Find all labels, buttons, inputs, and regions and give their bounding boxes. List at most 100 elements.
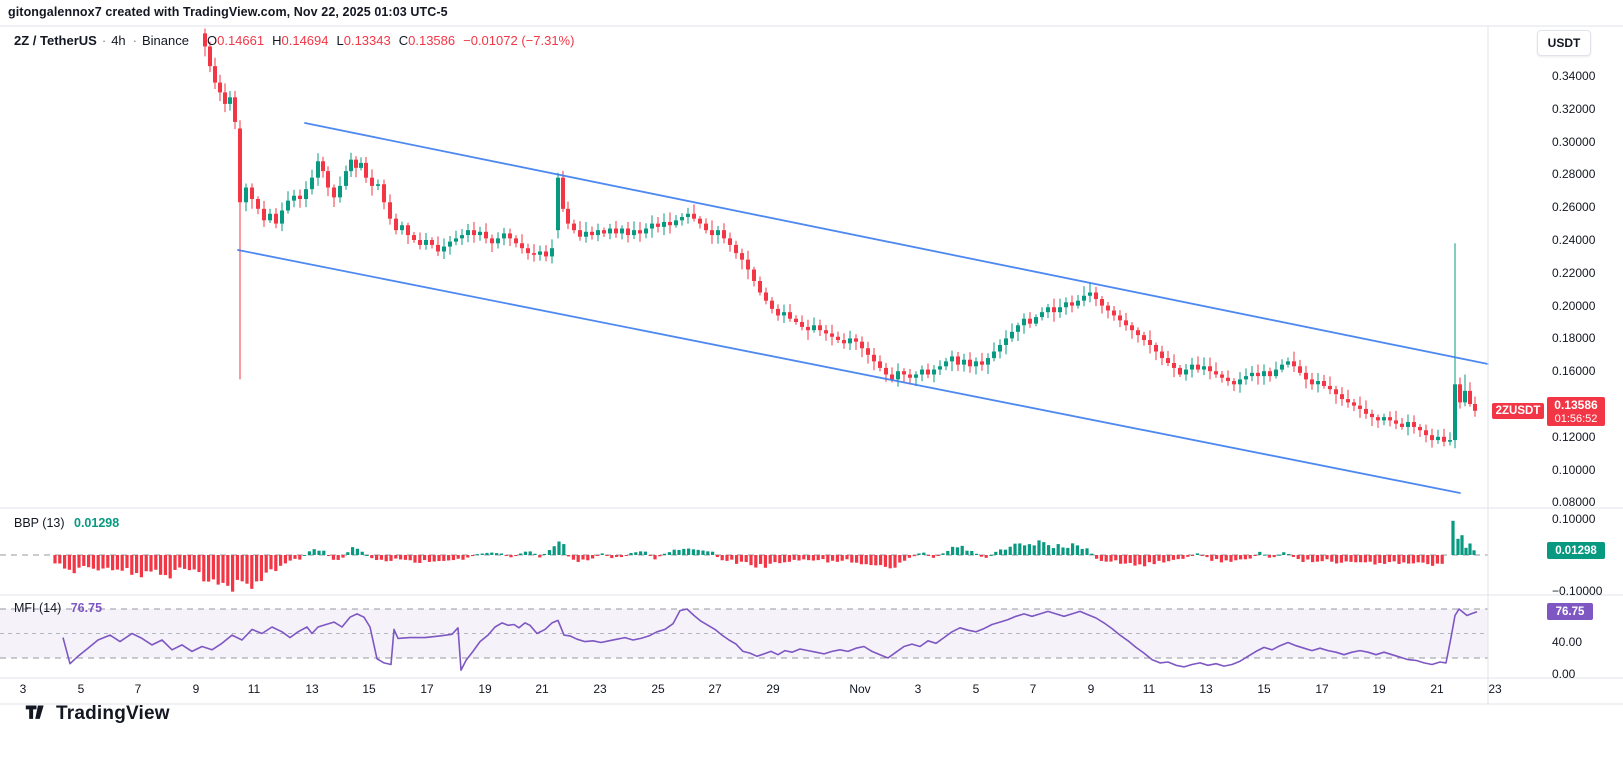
time-tick-label: 19 (478, 682, 492, 696)
bbp-tick-label: −0.10000 (1552, 584, 1603, 598)
bbp-bar (87, 555, 91, 568)
price-tick-label: 0.34000 (1552, 69, 1596, 83)
candle-body (233, 97, 237, 122)
candle-body (1453, 384, 1457, 441)
candle-body (1388, 417, 1392, 421)
candle-body (454, 238, 458, 242)
candle-body (920, 369, 924, 375)
bbp-bar (418, 555, 422, 563)
legend-separator: · (101, 33, 107, 48)
bbp-bar (226, 555, 230, 586)
bbp-bar (730, 555, 734, 560)
candle-body (1382, 417, 1386, 421)
bbp-bar (154, 555, 158, 570)
candle-body (764, 292, 768, 301)
candle-body (662, 221, 666, 227)
candle-body (1016, 325, 1020, 332)
candle-body (758, 281, 762, 293)
bbp-bar (888, 555, 892, 569)
bbp-bar (509, 555, 513, 558)
legend-separator2: · (132, 33, 137, 48)
bbp-bar (970, 550, 974, 555)
candle-body (496, 238, 500, 244)
bbp-bar (1181, 555, 1185, 559)
bbp-title[interactable]: BBP (14, 516, 39, 530)
price-tick-label: 0.12000 (1552, 429, 1596, 444)
bbp-bar (447, 555, 451, 561)
bbp-bar (1277, 554, 1281, 556)
bbp-bar (706, 551, 710, 555)
bbp-bar (653, 555, 657, 560)
last-price-value: 0.13586 (1554, 397, 1598, 412)
bbp-bar (1387, 555, 1391, 563)
candle-body (472, 230, 476, 236)
candle-body (656, 223, 660, 227)
candle-body (716, 230, 720, 236)
bbp-bar (211, 555, 215, 580)
candle-body (532, 253, 536, 255)
bbp-bar (307, 551, 311, 555)
parallel-channel-drawing[interactable] (237, 122, 1489, 494)
bbp-bar (850, 555, 854, 563)
bbp-bar (999, 549, 1003, 555)
bbp-bar (1296, 555, 1300, 560)
bbp-bar (1109, 555, 1113, 562)
bbp-bar (931, 555, 935, 558)
bbp-bar (519, 553, 523, 555)
interval-label[interactable]: 4h (111, 33, 126, 48)
bbp-bar (715, 555, 719, 558)
bbp-bar (288, 555, 292, 561)
bbp-bar (475, 554, 479, 556)
candle-body (280, 210, 284, 224)
bbp-bar (667, 552, 671, 555)
candle-body (1328, 385, 1332, 390)
candle-body (1034, 317, 1038, 324)
candle-body (436, 244, 440, 252)
candle-body (508, 233, 512, 239)
mfi-tick-label: 40.00 (1552, 634, 1583, 649)
bbp-bar (835, 555, 839, 562)
bbp-bar (471, 555, 475, 557)
bbp-bar (696, 549, 700, 555)
bbp-bar (255, 555, 259, 582)
candle-body (932, 369, 936, 375)
candle-body (614, 228, 618, 234)
candle-body (484, 231, 488, 239)
candle-body (788, 312, 792, 319)
bbp-tick-label: 0.10000 (1552, 512, 1596, 526)
bbp-bar (1066, 547, 1070, 555)
channel-lower-line[interactable] (237, 249, 1461, 494)
exchange-label: Binance (142, 33, 189, 48)
tradingview-logo[interactable]: TradingView (24, 701, 170, 726)
bbp-bar (1435, 555, 1439, 564)
time-tick-label: 15 (1257, 682, 1271, 696)
bbp-bar (466, 555, 470, 558)
candle-body (1286, 361, 1290, 365)
candle-body (1430, 435, 1434, 441)
candle-body (520, 243, 524, 249)
candle-body (650, 223, 654, 229)
bbp-bar (1421, 555, 1425, 563)
bbp-bar (1013, 543, 1017, 555)
mfi-title[interactable]: MFI (14, 601, 36, 615)
bbp-bar (840, 555, 844, 561)
candle-body (502, 233, 506, 239)
bbp-bar (735, 555, 739, 564)
currency-unit-button[interactable]: USDT (1537, 30, 1591, 56)
bbp-bar (1138, 555, 1142, 565)
candle-body (1214, 371, 1218, 375)
candle-body (1064, 302, 1068, 308)
channel-upper-line[interactable] (304, 122, 1489, 365)
candle-body (1244, 376, 1248, 380)
candle-body (1322, 381, 1326, 386)
candle-body (514, 238, 518, 244)
bbp-bar (1330, 555, 1334, 562)
bbp-bar (1258, 551, 1262, 555)
symbol-title[interactable]: 2Z / TetherUS (14, 33, 97, 48)
bbp-bar (485, 552, 489, 555)
candle-body (1334, 389, 1338, 395)
candle-body (1458, 384, 1462, 403)
bbp-bar (1210, 555, 1214, 561)
